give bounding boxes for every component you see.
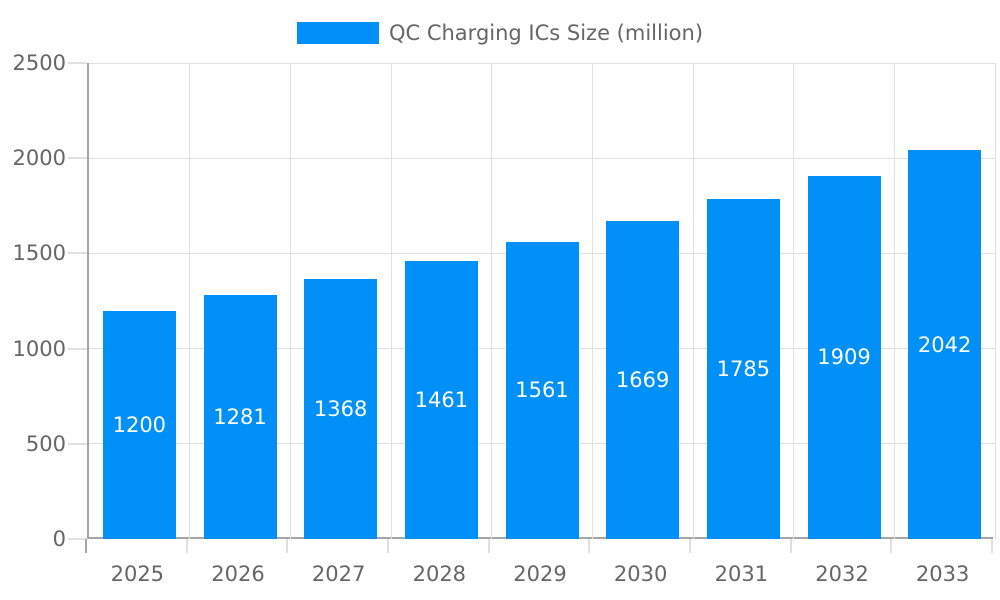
x-axis-tick bbox=[487, 539, 490, 553]
bar-value-label: 1909 bbox=[817, 345, 871, 370]
x-tick-label: 2029 bbox=[513, 562, 567, 586]
y-tick-label: 2500 bbox=[12, 51, 66, 75]
y-axis-tick bbox=[68, 538, 87, 540]
bar-value-label: 1561 bbox=[515, 378, 569, 403]
y-axis-tick bbox=[68, 442, 87, 445]
y-axis-tick bbox=[68, 157, 87, 160]
x-axis-tick bbox=[689, 539, 691, 553]
x-gridline bbox=[692, 63, 694, 539]
x-gridline bbox=[893, 63, 895, 539]
x-tick-label: 2032 bbox=[815, 562, 869, 586]
y-gridline bbox=[89, 157, 995, 159]
bar: 1909 bbox=[807, 175, 881, 539]
y-tick-label: 1500 bbox=[12, 241, 66, 266]
legend: QC Charging ICs Size (million) bbox=[0, 20, 1000, 46]
plot-area: 1200 1281 1368 1461 1561 1669 1785 1909 2042 bbox=[87, 62, 996, 539]
bar-value-label: 1281 bbox=[213, 405, 267, 430]
bar-value-label: 1785 bbox=[716, 357, 771, 382]
y-tick-label: 2000 bbox=[12, 146, 66, 171]
x-gridline bbox=[793, 63, 795, 539]
bar-value-label: 1200 bbox=[112, 412, 167, 437]
x-axis-tick bbox=[890, 539, 893, 553]
bar: 1368 bbox=[304, 278, 378, 539]
bar: 2042 bbox=[908, 150, 982, 539]
x-tick-label: 2033 bbox=[915, 562, 970, 586]
bar-value-label: 1669 bbox=[615, 368, 670, 393]
y-axis-tick bbox=[68, 252, 87, 255]
y-tick-label: 1000 bbox=[12, 336, 66, 361]
x-gridline bbox=[591, 63, 593, 539]
x-axis-tick bbox=[387, 539, 389, 553]
bar: 1200 bbox=[102, 310, 176, 539]
x-gridline bbox=[491, 63, 493, 539]
x-tick-label: 2028 bbox=[412, 562, 467, 586]
legend-swatch bbox=[296, 22, 379, 44]
x-tick-label: 2026 bbox=[211, 562, 265, 586]
x-gridline bbox=[994, 63, 996, 539]
x-axis-tick bbox=[185, 539, 188, 553]
y-tick-label: 500 bbox=[25, 431, 66, 456]
x-tick-label: 2031 bbox=[714, 562, 769, 586]
bar: 1669 bbox=[606, 221, 680, 539]
bar: 1785 bbox=[706, 199, 780, 539]
x-axis-tick bbox=[588, 539, 591, 553]
x-gridline bbox=[289, 63, 291, 539]
bar: 1281 bbox=[203, 295, 277, 539]
x-axis-tick bbox=[286, 539, 289, 553]
y-axis-tick bbox=[68, 347, 87, 350]
x-axis-tick bbox=[85, 539, 87, 553]
x-tick-label: 2025 bbox=[110, 562, 165, 586]
bar-value-label: 1368 bbox=[313, 396, 368, 421]
y-gridline bbox=[89, 62, 995, 64]
legend-label: QC Charging ICs Size (million) bbox=[388, 21, 704, 45]
x-axis-tick bbox=[991, 539, 993, 553]
bar: 1461 bbox=[404, 260, 478, 539]
bar-value-label: 2042 bbox=[917, 332, 972, 357]
y-axis-tick bbox=[68, 62, 87, 64]
x-axis-tick bbox=[789, 539, 792, 553]
x-tick-label: 2030 bbox=[613, 562, 668, 586]
x-gridline bbox=[390, 63, 392, 539]
x-gridline bbox=[189, 63, 191, 539]
y-tick-label: 0 bbox=[52, 527, 66, 551]
bar: 1561 bbox=[505, 241, 579, 539]
bar-value-label: 1461 bbox=[414, 387, 469, 412]
x-tick-label: 2027 bbox=[311, 562, 366, 586]
